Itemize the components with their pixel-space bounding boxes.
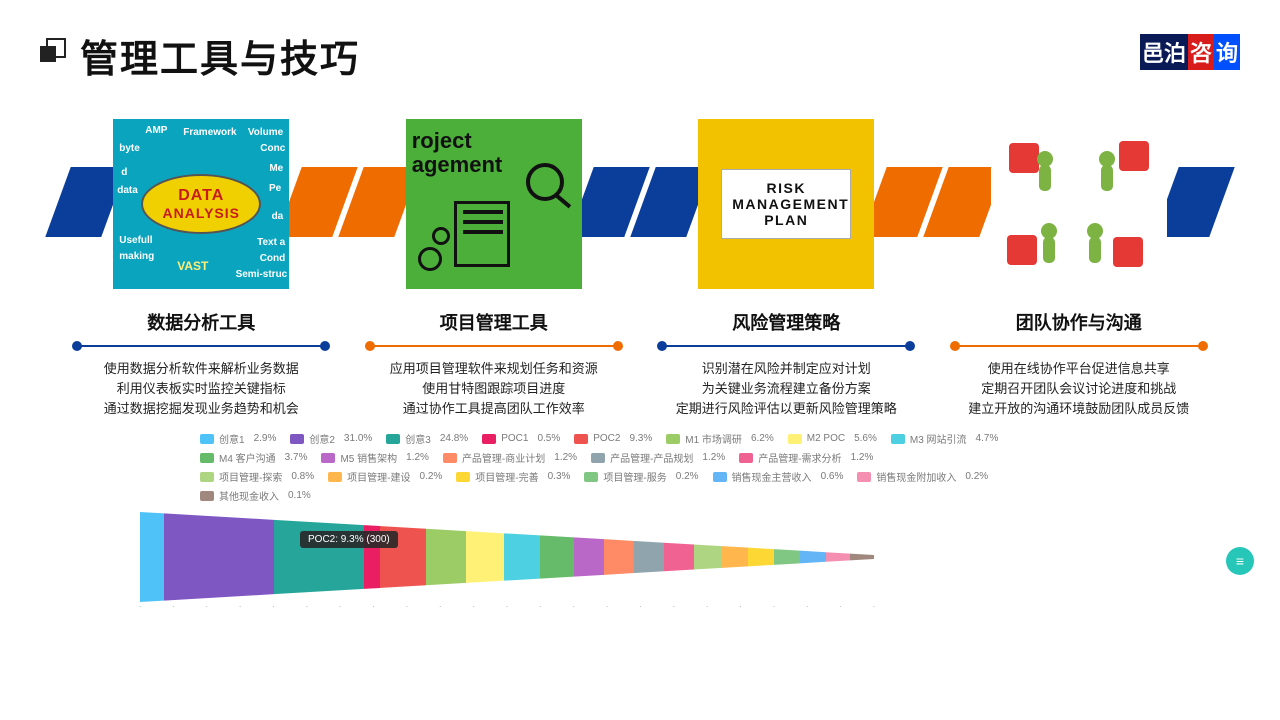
column-body: 应用项目管理软件来规划任务和资源使用甘特图跟踪项目进度通过协作工具提高团队工作效… xyxy=(353,359,636,419)
risk-board: RISK MANAGEMENT PLAN xyxy=(721,169,851,239)
column-divider xyxy=(952,345,1206,347)
chart-legend: 创意12.9% 创意231.0% 创意324.8% POC10.5% POC29.3% M… xyxy=(0,419,1000,503)
column-body: 使用数据分析软件来解析业务数据利用仪表板实时监控关键指标通过数据挖掘发现业务趋势… xyxy=(60,359,343,419)
legend-item: 项目管理-探索0.8% xyxy=(200,469,314,484)
column-body: 识别潜在风险并制定应对计划为关键业务流程建立备份方案定期进行风险评估以更新风险管… xyxy=(645,359,928,419)
project-mgmt-image: rojectagement xyxy=(406,119,582,289)
header: 管理工具与技巧 邑泊 咨 询 xyxy=(0,0,1280,83)
risk-l2: MANAGEMENT xyxy=(732,196,840,212)
brand-logo: 邑泊 咨 询 xyxy=(1140,34,1240,70)
brand-part-2: 咨 xyxy=(1188,34,1214,70)
column-divider xyxy=(74,345,328,347)
column-title: 团队协作与沟通 xyxy=(938,309,1221,335)
column-divider xyxy=(367,345,621,347)
legend-item: 创意231.0% xyxy=(290,431,372,446)
document-icon xyxy=(454,201,510,267)
legend-item: 创意324.8% xyxy=(386,431,468,446)
column-body: 使用在线协作平台促进信息共享定期召开团队会议讨论进度和挑战建立开放的沟通环境鼓励… xyxy=(938,359,1221,419)
card-data-analysis: AMP Framework Volume byte Conc d Me data… xyxy=(70,119,333,289)
risk-l1: RISK xyxy=(732,180,840,196)
card-risk-mgmt: RISK MANAGEMENT PLAN xyxy=(655,119,918,289)
data-title: DATA xyxy=(178,187,224,205)
legend-item: M1 市场调研6.2% xyxy=(666,431,773,446)
legend-item: 销售现金附加收入0.2% xyxy=(857,469,988,484)
funnel-tooltip: POC2: 9.3% (300) xyxy=(300,531,398,548)
column: 项目管理工具应用项目管理软件来规划任务和资源使用甘特图跟踪项目进度通过协作工具提… xyxy=(353,309,636,419)
legend-item: 创意12.9% xyxy=(200,431,276,446)
legend-item: M4 客户沟通3.7% xyxy=(200,450,307,465)
column-title: 风险管理策略 xyxy=(645,309,928,335)
funnel-svg xyxy=(0,507,1280,607)
legend-item: 项目管理-服务0.2% xyxy=(584,469,698,484)
legend-item: 产品管理-产品规划1.2% xyxy=(591,450,725,465)
team-puzzle-svg xyxy=(991,119,1167,289)
legend-item: M5 销售架构1.2% xyxy=(321,450,428,465)
page-title: 管理工具与技巧 xyxy=(80,28,360,83)
magnifier-icon xyxy=(526,163,564,201)
column-divider xyxy=(659,345,913,347)
brand-part-1: 邑泊 xyxy=(1140,34,1188,70)
funnel-chart: POC2: 9.3% (300) ≡ xyxy=(0,507,1280,607)
legend-item: POC10.5% xyxy=(482,431,560,446)
data-analysis-image: AMP Framework Volume byte Conc d Me data… xyxy=(113,119,289,289)
team-image xyxy=(991,119,1167,289)
legend-item: 销售现金主营收入0.6% xyxy=(713,469,844,484)
risk-l3: PLAN xyxy=(732,212,840,228)
column-title: 数据分析工具 xyxy=(60,309,343,335)
column-title: 项目管理工具 xyxy=(353,309,636,335)
card-project-mgmt: rojectagement xyxy=(363,119,626,289)
column: 团队协作与沟通使用在线协作平台促进信息共享定期召开团队会议讨论进度和挑战建立开放… xyxy=(938,309,1221,419)
gear-icon-2 xyxy=(432,227,450,245)
title-icon xyxy=(40,38,66,64)
pm-line2: agement xyxy=(412,152,502,177)
title-wrap: 管理工具与技巧 xyxy=(40,28,360,83)
legend-item: 其他现金收入0.1% xyxy=(200,488,311,503)
text-columns: 数据分析工具使用数据分析软件来解析业务数据利用仪表板实时监控关键指标通过数据挖掘… xyxy=(0,289,1280,419)
legend-item: 项目管理-建设0.2% xyxy=(328,469,442,484)
pm-line1: roject xyxy=(412,128,472,153)
legend-item: 产品管理-商业计划1.2% xyxy=(443,450,577,465)
legend-item: 产品管理-需求分析1.2% xyxy=(739,450,873,465)
cards-row: AMP Framework Volume byte Conc d Me data… xyxy=(0,83,1280,289)
legend-item: POC29.3% xyxy=(574,431,652,446)
chart-menu-button[interactable]: ≡ xyxy=(1226,547,1254,575)
risk-mgmt-image: RISK MANAGEMENT PLAN xyxy=(698,119,874,289)
legend-item: 项目管理-完善0.3% xyxy=(456,469,570,484)
column: 数据分析工具使用数据分析软件来解析业务数据利用仪表板实时监控关键指标通过数据挖掘… xyxy=(60,309,343,419)
brand-part-3: 询 xyxy=(1214,34,1240,70)
legend-item: M2 POC5.6% xyxy=(788,431,877,446)
card-team xyxy=(948,119,1211,289)
gear-icon xyxy=(418,247,442,271)
column: 风险管理策略识别潜在风险并制定应对计划为关键业务流程建立备份方案定期进行风险评估… xyxy=(645,309,928,419)
legend-item: M3 网站引流4.7% xyxy=(891,431,998,446)
data-subtitle: ANALYSIS xyxy=(162,205,240,221)
